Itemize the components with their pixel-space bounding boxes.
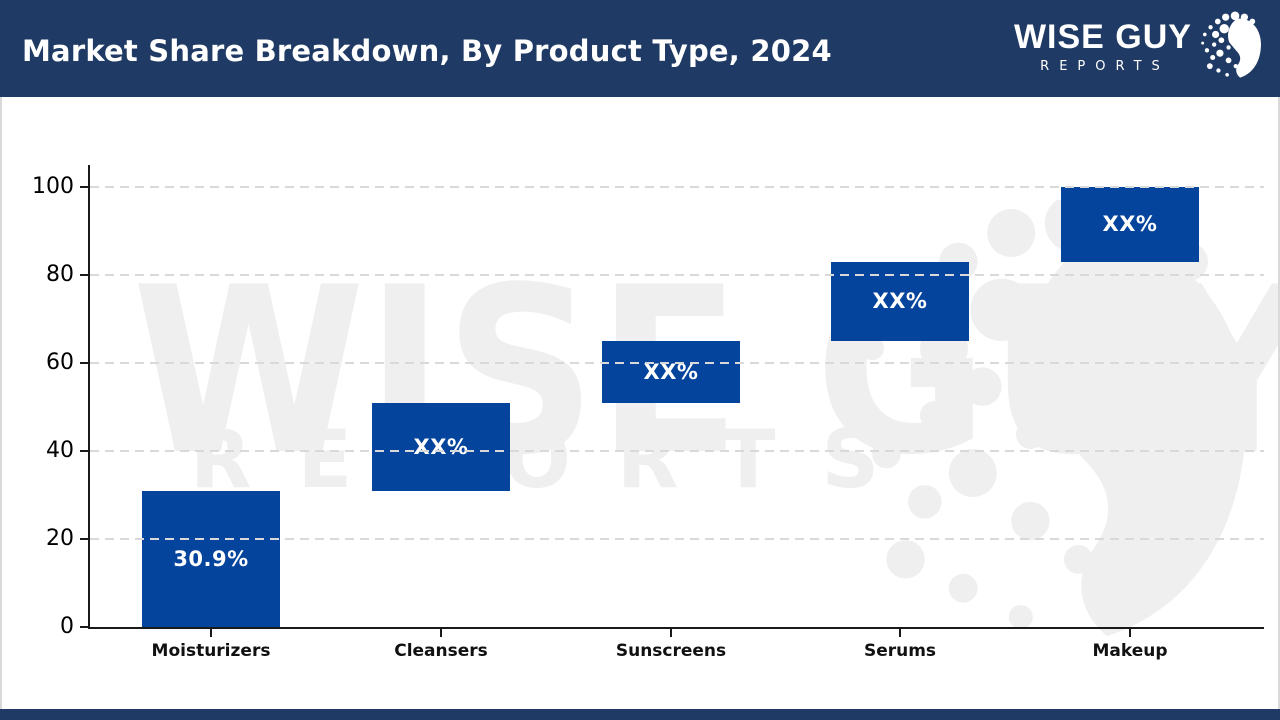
footer-bar bbox=[0, 709, 1280, 720]
chart-title: Market Share Breakdown, By Product Type,… bbox=[22, 34, 832, 68]
logo-wordmark: WISE GUY REPORTS bbox=[1014, 18, 1192, 74]
bar-moisturizers: 30.9% bbox=[142, 491, 280, 627]
y-tick-mark bbox=[80, 186, 88, 188]
y-tick-label: 20 bbox=[46, 526, 74, 551]
y-tick-label: 0 bbox=[60, 614, 74, 639]
logo-face-icon bbox=[1201, 11, 1261, 78]
y-tick-label: 40 bbox=[46, 438, 74, 463]
bar-sunscreens: XX% bbox=[602, 341, 740, 403]
y-tick-label: 80 bbox=[46, 262, 74, 287]
x-tick-label-sunscreens: Sunscreens bbox=[615, 641, 727, 661]
watermark-reports: REPORTS bbox=[190, 413, 926, 506]
gridline-20 bbox=[90, 538, 1264, 540]
bar-value-label: XX% bbox=[1102, 212, 1158, 237]
y-tick-mark bbox=[80, 362, 88, 364]
y-tick-label: 100 bbox=[32, 174, 74, 199]
gridline-60 bbox=[90, 362, 1264, 364]
y-axis-line bbox=[88, 165, 90, 629]
x-tick-label-moisturizers: Moisturizers bbox=[151, 641, 271, 661]
y-tick-label: 60 bbox=[46, 350, 74, 375]
gridline-100 bbox=[90, 186, 1264, 188]
bar-makeup: XX% bbox=[1061, 187, 1199, 262]
x-tick-mark bbox=[440, 629, 442, 637]
x-tick-label-serums: Serums bbox=[863, 641, 937, 661]
gridline-40 bbox=[90, 450, 1264, 452]
bar-value-label: XX% bbox=[872, 289, 928, 314]
x-tick-mark bbox=[1129, 629, 1131, 637]
left-border bbox=[0, 97, 2, 709]
bar-value-label: 30.9% bbox=[173, 547, 249, 571]
x-tick-mark bbox=[210, 629, 212, 637]
x-axis-line bbox=[88, 627, 1264, 629]
x-tick-label-makeup: Makeup bbox=[1092, 641, 1168, 661]
y-tick-mark bbox=[80, 538, 88, 540]
right-border bbox=[1278, 97, 1280, 709]
y-tick-mark bbox=[80, 274, 88, 276]
wiseguy-logo: WISE GUY REPORTS bbox=[1014, 8, 1266, 84]
y-tick-mark bbox=[80, 626, 88, 628]
header-bar: Market Share Breakdown, By Product Type,… bbox=[0, 0, 1280, 97]
x-tick-label-cleansers: Cleansers bbox=[394, 641, 488, 661]
bar-cleansers: XX% bbox=[372, 402, 510, 491]
x-tick-mark bbox=[899, 629, 901, 637]
logo-wiseguy-text: WISE GUY bbox=[1013, 18, 1192, 56]
x-tick-mark bbox=[670, 629, 672, 637]
logo-reports-text: REPORTS bbox=[1040, 59, 1170, 74]
bar-value-label: XX% bbox=[413, 434, 469, 459]
gridline-80 bbox=[90, 274, 1264, 276]
y-tick-mark bbox=[80, 450, 88, 452]
